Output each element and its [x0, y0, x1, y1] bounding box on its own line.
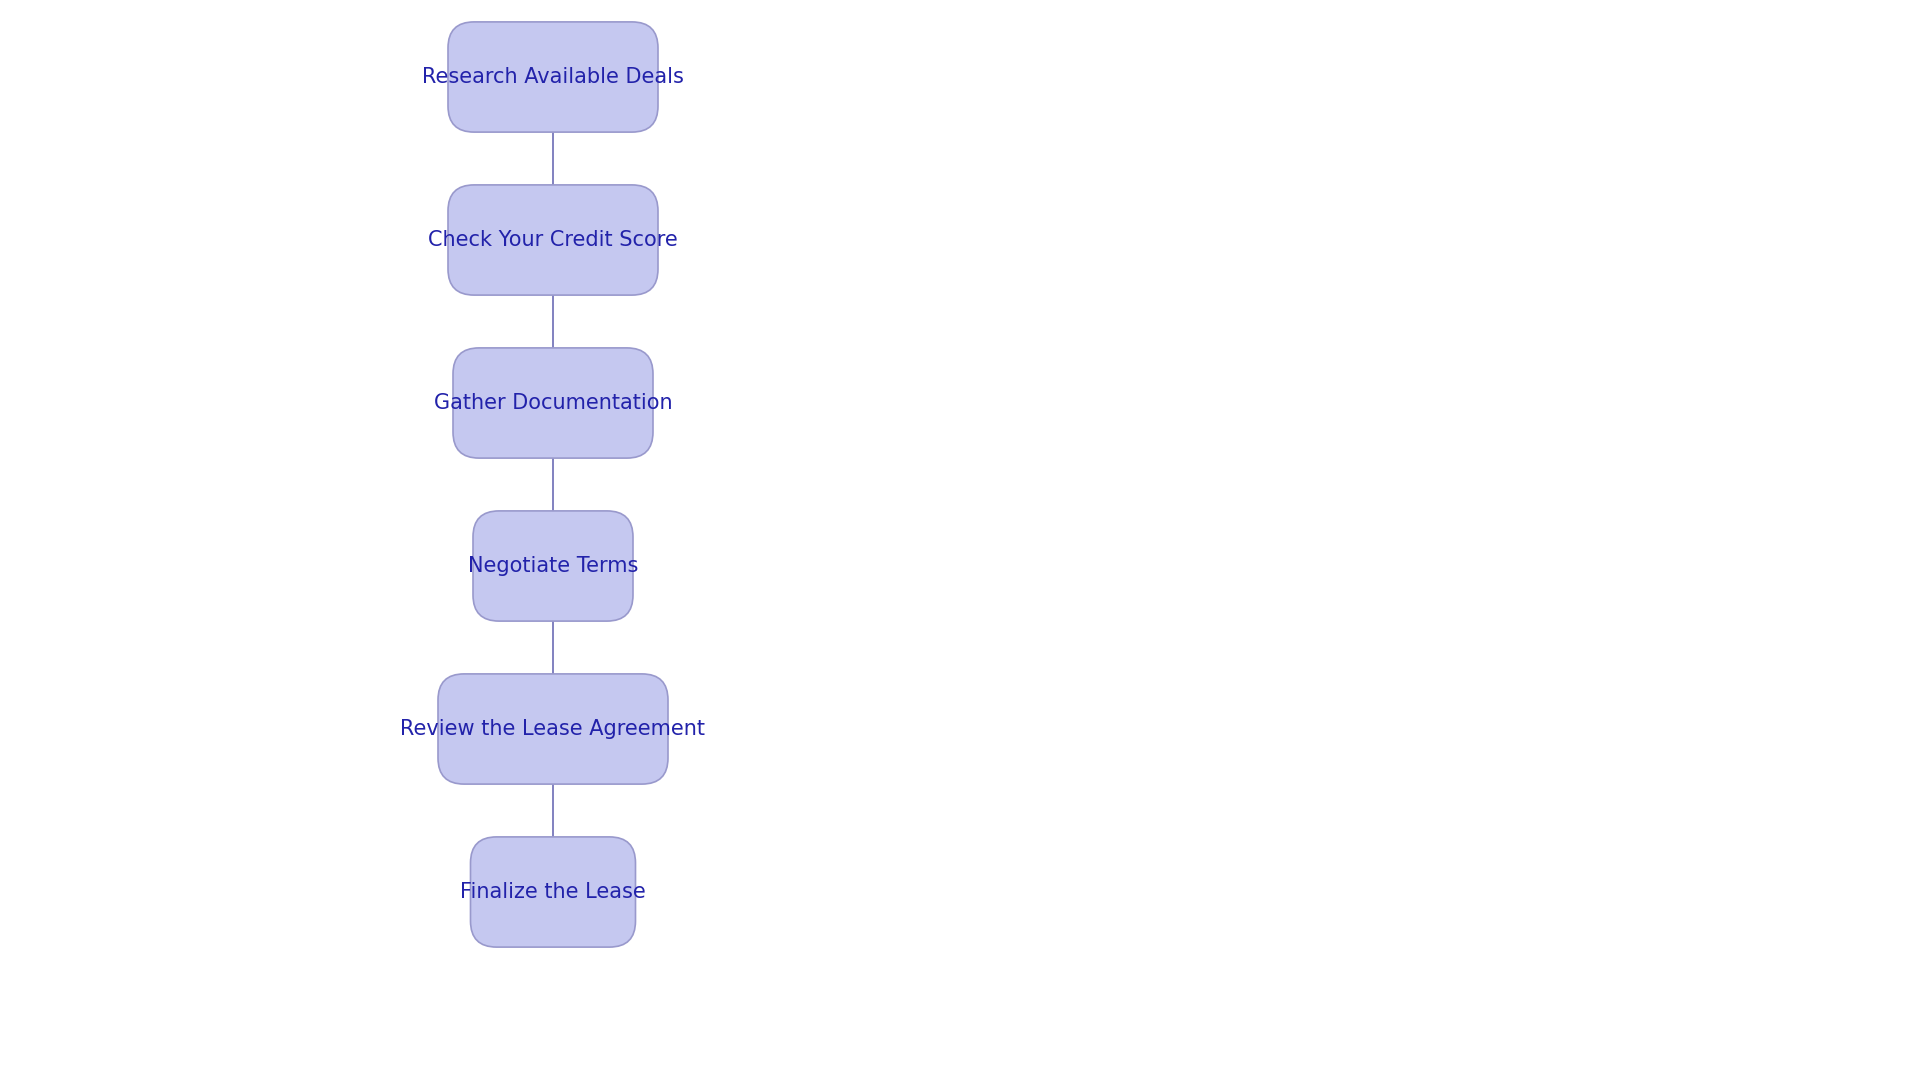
FancyBboxPatch shape [438, 674, 668, 784]
Text: Research Available Deals: Research Available Deals [422, 67, 684, 87]
FancyBboxPatch shape [447, 22, 659, 132]
FancyBboxPatch shape [447, 185, 659, 295]
Text: Check Your Credit Score: Check Your Credit Score [428, 230, 678, 250]
Text: Gather Documentation: Gather Documentation [434, 393, 672, 413]
FancyBboxPatch shape [453, 348, 653, 458]
FancyBboxPatch shape [470, 837, 636, 948]
Text: Review the Lease Agreement: Review the Lease Agreement [401, 719, 705, 739]
FancyBboxPatch shape [472, 511, 634, 621]
Text: Negotiate Terms: Negotiate Terms [468, 556, 637, 576]
Text: Finalize the Lease: Finalize the Lease [461, 882, 645, 902]
